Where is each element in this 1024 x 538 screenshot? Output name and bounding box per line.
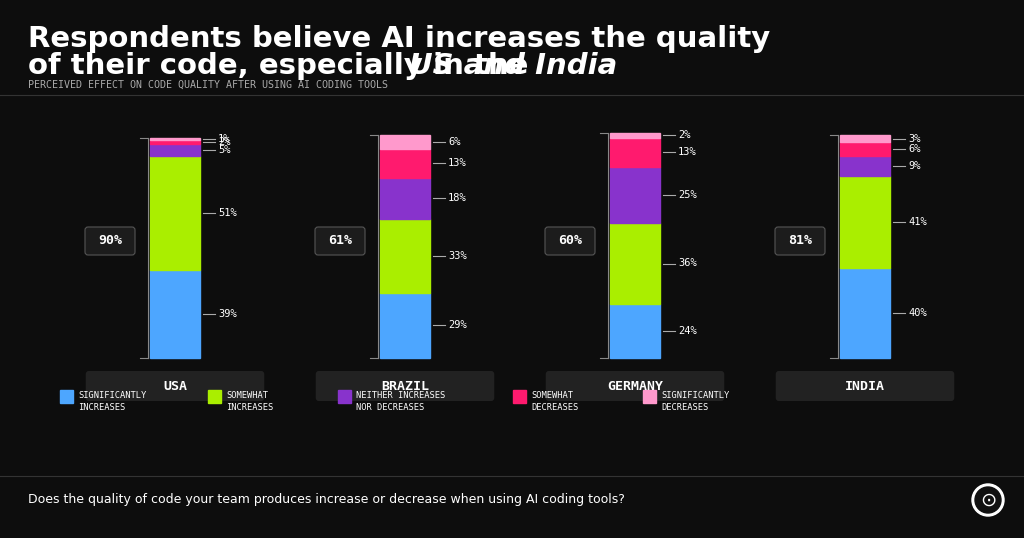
- Bar: [610, 223, 660, 304]
- Text: 81%: 81%: [788, 235, 812, 247]
- Text: SOMEWHAT
DECREASES: SOMEWHAT DECREASES: [531, 391, 579, 413]
- Bar: [610, 138, 660, 167]
- Text: US and India: US and India: [410, 52, 617, 80]
- Text: 36%: 36%: [678, 258, 696, 268]
- Text: BRAZIL: BRAZIL: [381, 379, 429, 393]
- Circle shape: [972, 484, 1004, 516]
- Text: 61%: 61%: [328, 235, 352, 247]
- FancyBboxPatch shape: [776, 371, 954, 401]
- Bar: [150, 140, 200, 144]
- Text: 6%: 6%: [908, 144, 921, 154]
- Text: 6%: 6%: [449, 137, 461, 147]
- Text: 1%: 1%: [218, 133, 230, 144]
- Bar: [208, 390, 221, 403]
- Bar: [610, 304, 660, 358]
- Text: 51%: 51%: [218, 208, 237, 218]
- Bar: [150, 155, 200, 270]
- Text: 25%: 25%: [678, 190, 696, 200]
- Text: 18%: 18%: [449, 193, 467, 203]
- Text: Respondents believe AI increases the quality: Respondents believe AI increases the qua…: [28, 25, 770, 53]
- Bar: [610, 133, 660, 138]
- FancyBboxPatch shape: [546, 371, 724, 401]
- FancyBboxPatch shape: [315, 371, 495, 401]
- Text: 2%: 2%: [678, 130, 690, 140]
- Text: GERMANY: GERMANY: [607, 379, 663, 393]
- Bar: [513, 390, 526, 403]
- Text: SIGNIFICANTLY
INCREASES: SIGNIFICANTLY INCREASES: [78, 391, 146, 413]
- Text: 41%: 41%: [908, 217, 927, 227]
- Bar: [338, 390, 351, 403]
- Text: SIGNIFICANTLY
DECREASES: SIGNIFICANTLY DECREASES: [662, 391, 729, 413]
- Bar: [150, 138, 200, 140]
- Text: 5%: 5%: [218, 145, 230, 155]
- Text: 2%: 2%: [218, 137, 230, 147]
- Text: NEITHER INCREASES
NOR DECREASES: NEITHER INCREASES NOR DECREASES: [356, 391, 445, 413]
- Circle shape: [975, 487, 1001, 513]
- Bar: [380, 135, 430, 148]
- FancyBboxPatch shape: [86, 371, 264, 401]
- Bar: [380, 218, 430, 293]
- Bar: [610, 167, 660, 223]
- Text: PERCEIVED EFFECT ON CODE QUALITY AFTER USING AI CODING TOOLS: PERCEIVED EFFECT ON CODE QUALITY AFTER U…: [28, 80, 388, 90]
- Bar: [150, 270, 200, 358]
- Bar: [60, 390, 73, 403]
- Text: 13%: 13%: [678, 147, 696, 157]
- Text: USA: USA: [163, 379, 187, 393]
- Text: 29%: 29%: [449, 320, 467, 330]
- Text: 3%: 3%: [908, 133, 921, 144]
- Bar: [380, 293, 430, 358]
- Text: 9%: 9%: [908, 161, 921, 171]
- Text: of their code, especially in the: of their code, especially in the: [28, 52, 539, 80]
- Text: SOMEWHAT
INCREASES: SOMEWHAT INCREASES: [226, 391, 273, 413]
- FancyBboxPatch shape: [85, 227, 135, 255]
- Bar: [840, 155, 890, 176]
- Bar: [150, 144, 200, 155]
- FancyBboxPatch shape: [775, 227, 825, 255]
- Text: 13%: 13%: [449, 158, 467, 168]
- Bar: [840, 135, 890, 142]
- Text: INDIA: INDIA: [845, 379, 885, 393]
- Bar: [380, 148, 430, 178]
- Text: ⊙: ⊙: [980, 491, 996, 509]
- Text: 24%: 24%: [678, 326, 696, 336]
- Bar: [380, 178, 430, 218]
- Text: 40%: 40%: [908, 308, 927, 318]
- Bar: [840, 142, 890, 155]
- Bar: [840, 268, 890, 358]
- Bar: [643, 390, 656, 403]
- Text: 33%: 33%: [449, 251, 467, 260]
- FancyBboxPatch shape: [315, 227, 365, 255]
- Text: Does the quality of code your team produces increase or decrease when using AI c: Does the quality of code your team produ…: [28, 493, 625, 506]
- Text: 60%: 60%: [558, 235, 582, 247]
- Bar: [840, 176, 890, 268]
- FancyBboxPatch shape: [545, 227, 595, 255]
- Text: 39%: 39%: [218, 309, 237, 319]
- Text: 90%: 90%: [98, 235, 122, 247]
